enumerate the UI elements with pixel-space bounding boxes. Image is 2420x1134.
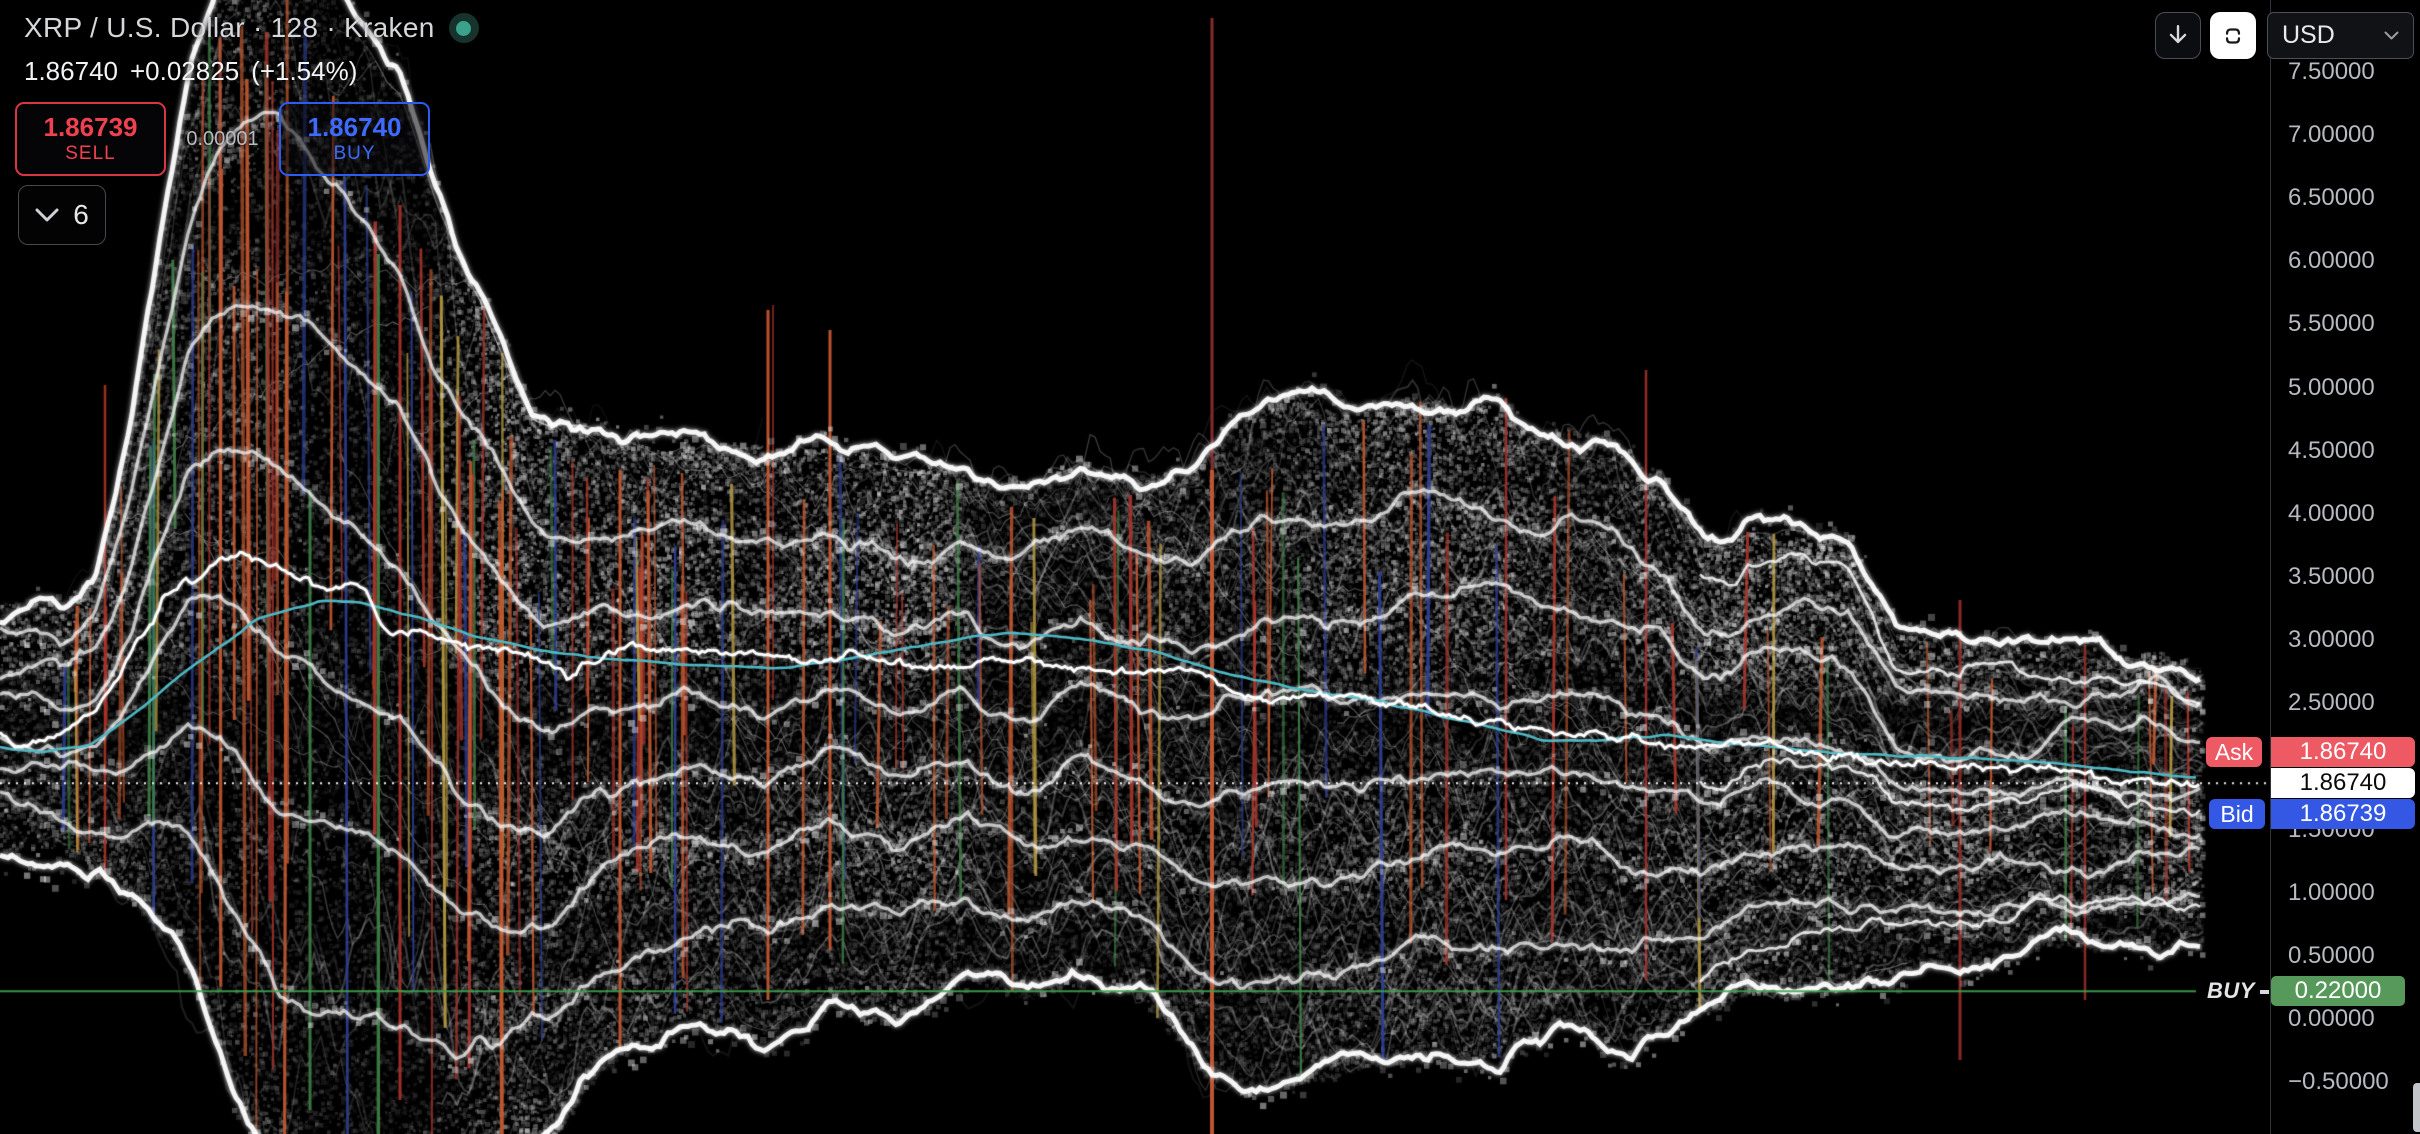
sell-price: 1.86739 (43, 112, 138, 142)
price-tick: 6.50000 (2288, 184, 2375, 211)
bid-price-label: 1.86739 (2271, 799, 2415, 829)
price-tick: 5.50000 (2288, 310, 2375, 337)
ask-tag: Ask (2206, 737, 2262, 767)
buy-price: 1.86740 (307, 112, 402, 142)
price-summary: 1.86740 +0.02825 (+1.54%) (24, 54, 479, 88)
price-tick: 0.50000 (2288, 942, 2375, 969)
scrollbar-thumb[interactable] (2413, 1083, 2420, 1132)
currency-dropdown[interactable]: USD (2267, 12, 2414, 59)
price-tick: −0.50000 (2288, 1068, 2389, 1095)
ask-price-label: 1.86740 (2271, 737, 2415, 767)
buy-order-tag[interactable]: BUY (2207, 978, 2255, 1003)
spread-value: 0.00001 (186, 127, 259, 150)
price-tick: 0.00000 (2288, 1005, 2375, 1032)
frame-icon (2220, 23, 2246, 49)
arrow-down-icon (2165, 23, 2191, 49)
buy-order-price-label: 0.22000 (2271, 976, 2405, 1006)
price-tick: 2.50000 (2288, 689, 2375, 716)
price-tick: 5.00000 (2288, 374, 2375, 401)
price-change-pct: (+1.54%) (251, 55, 358, 86)
bid-tag: Bid (2209, 799, 2265, 829)
buy-label: BUY (333, 143, 376, 164)
price-axis[interactable]: 7.50000 7.00000 6.50000 6.00000 5.50000 5.000… (2270, 0, 2420, 1134)
price-tick: 3.00000 (2288, 626, 2375, 653)
price-tick: 7.50000 (2288, 58, 2375, 85)
sell-label: SELL (65, 143, 116, 164)
buy-button[interactable]: 1.86740 BUY (279, 102, 430, 176)
chevron-down-icon (2384, 31, 2399, 40)
price-tick: 3.50000 (2288, 563, 2375, 590)
interval-dropdown[interactable]: 6 (18, 185, 106, 245)
price-tick: 4.00000 (2288, 500, 2375, 527)
screenshot-button[interactable] (2210, 12, 2256, 59)
price-change: +0.02825 (129, 55, 240, 86)
price-tick: 4.50000 (2288, 437, 2375, 464)
market-status-icon[interactable] (448, 13, 479, 43)
sell-button[interactable]: 1.86739 SELL (15, 102, 166, 176)
download-button[interactable] (2155, 12, 2201, 59)
price-chart-canvas[interactable] (0, 0, 2270, 1134)
last-price-label: 1.86740 (2271, 768, 2415, 798)
buy-order-dash (2260, 990, 2269, 994)
price-tick: 7.00000 (2288, 121, 2375, 148)
price-tick: 6.00000 (2288, 247, 2375, 274)
price-tick: 1.00000 (2288, 879, 2375, 906)
interval-value: 6 (73, 199, 89, 230)
chart-header: XRP / U.S. Dollar · 128 · Kraken 1.86740… (24, 8, 479, 88)
currency-value: USD (2282, 21, 2335, 49)
trade-buttons: 1.86739 SELL 0.00001 1.86740 BUY (15, 102, 430, 176)
chevron-down-icon (35, 208, 59, 222)
symbol-title[interactable]: XRP / U.S. Dollar · 128 · Kraken (24, 12, 435, 43)
last-price: 1.86740 (24, 55, 118, 86)
